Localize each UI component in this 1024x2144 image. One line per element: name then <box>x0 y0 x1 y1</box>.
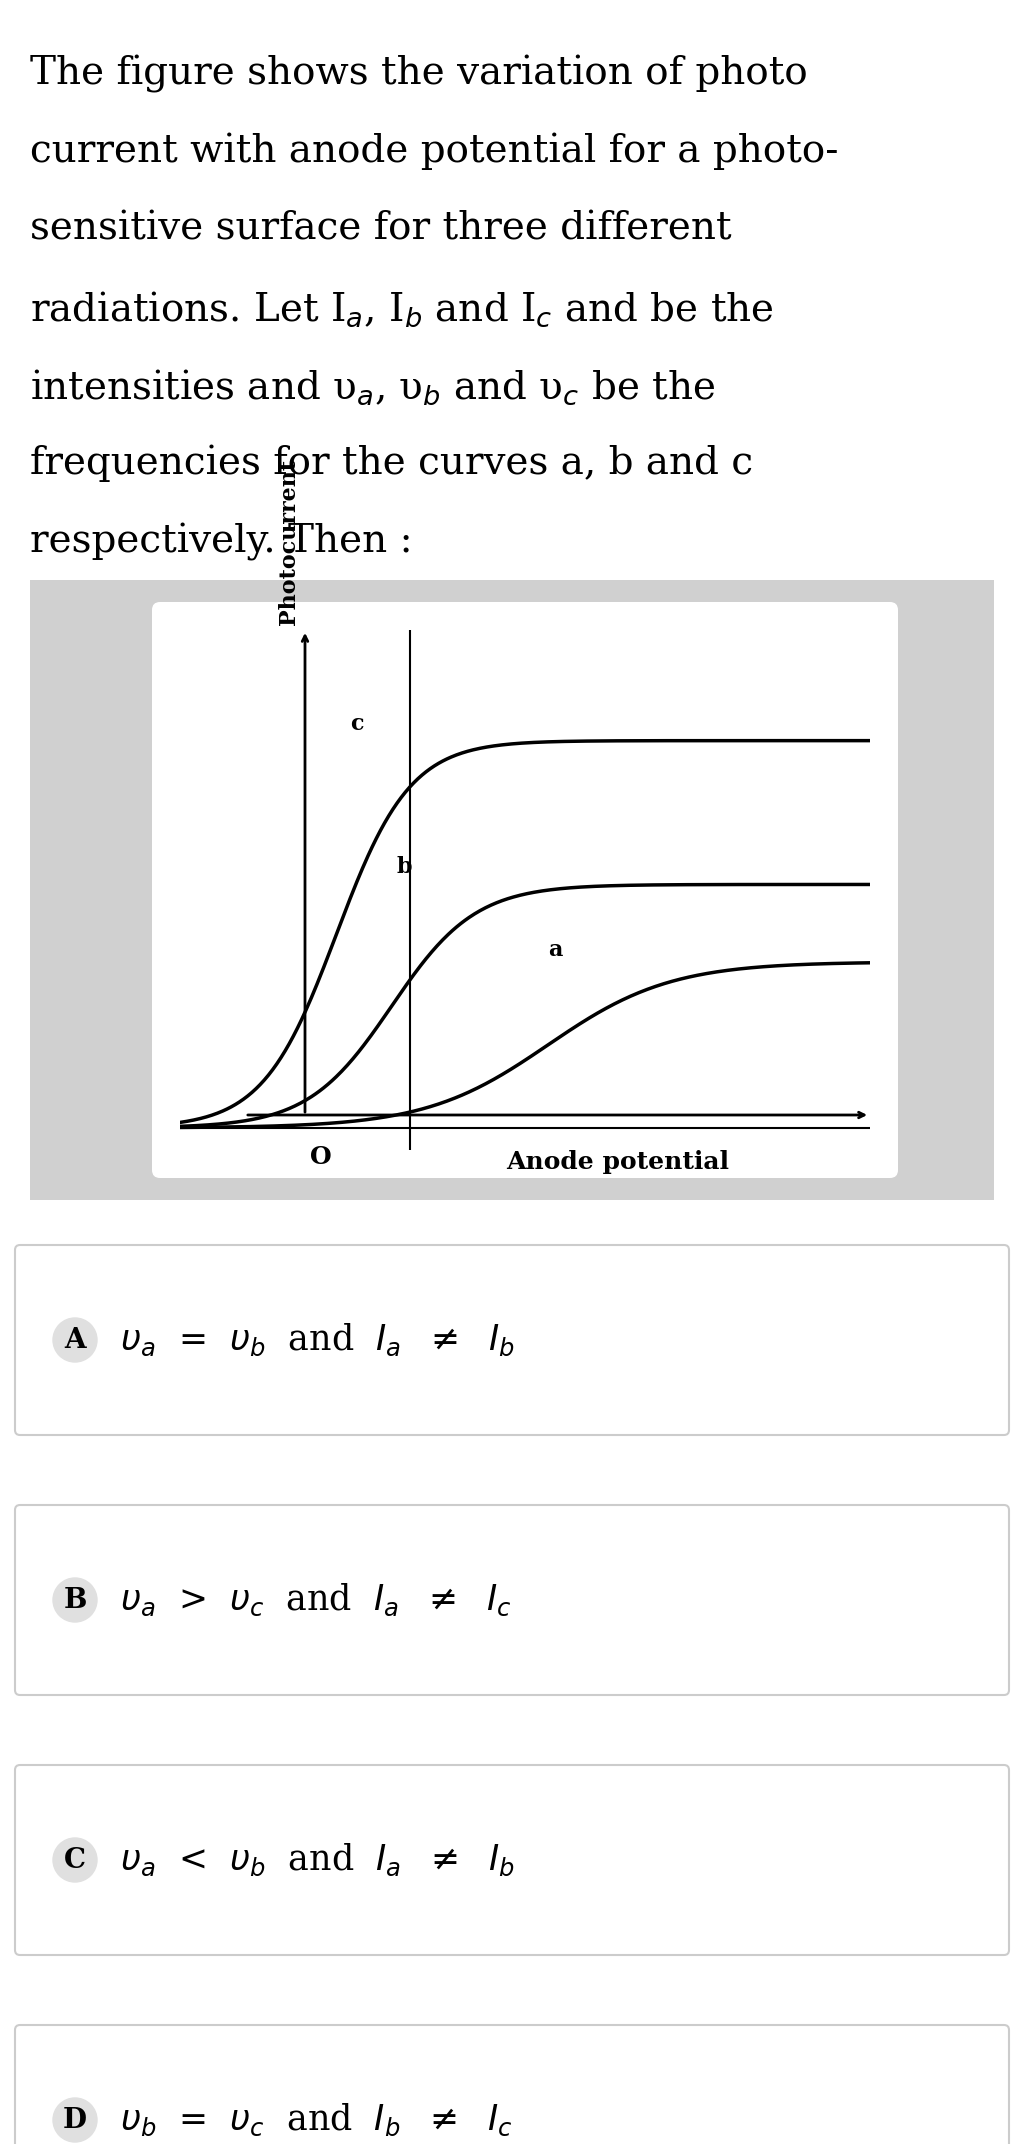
Text: C: C <box>63 1846 86 1874</box>
Text: c: c <box>350 712 364 735</box>
Text: current with anode potential for a photo-: current with anode potential for a photo… <box>30 133 839 172</box>
Text: O: O <box>310 1145 332 1168</box>
FancyBboxPatch shape <box>15 2024 1009 2144</box>
Text: The figure shows the variation of photo: The figure shows the variation of photo <box>30 56 808 92</box>
Text: $\upsilon_a$  >  $\upsilon_c$  and  $I_a$  $\neq$  $I_c$: $\upsilon_a$ > $\upsilon_c$ and $I_a$ $\… <box>120 1582 512 1619</box>
Text: radiations. Let I$_a$, I$_b$ and I$_c$ and be the: radiations. Let I$_a$, I$_b$ and I$_c$ a… <box>30 289 774 328</box>
FancyBboxPatch shape <box>15 1246 1009 1434</box>
Text: A: A <box>65 1327 86 1353</box>
Text: D: D <box>63 2108 87 2133</box>
Circle shape <box>53 1319 97 1361</box>
Text: a: a <box>548 939 562 961</box>
FancyBboxPatch shape <box>15 1765 1009 1955</box>
Text: respectively. Then :: respectively. Then : <box>30 523 413 562</box>
Circle shape <box>53 2099 97 2142</box>
Circle shape <box>53 1578 97 1623</box>
Text: $\upsilon_a$  =  $\upsilon_b$  and  $I_a$  $\neq$  $I_b$: $\upsilon_a$ = $\upsilon_b$ and $I_a$ $\… <box>120 1323 515 1357</box>
Text: frequencies for the curves a, b and c: frequencies for the curves a, b and c <box>30 446 753 482</box>
Circle shape <box>53 1837 97 1882</box>
Text: Anode potential: Anode potential <box>506 1149 729 1175</box>
Text: Photocurrent: Photocurrent <box>278 459 300 626</box>
Text: intensities and υ$_a$, υ$_b$ and υ$_c$ be the: intensities and υ$_a$, υ$_b$ and υ$_c$ b… <box>30 367 715 407</box>
Text: sensitive surface for three different: sensitive surface for three different <box>30 210 731 249</box>
Text: B: B <box>63 1587 87 1614</box>
Text: $\upsilon_a$  <  $\upsilon_b$  and  $I_a$  $\neq$  $I_b$: $\upsilon_a$ < $\upsilon_b$ and $I_a$ $\… <box>120 1842 515 1878</box>
Text: b: b <box>396 855 412 879</box>
Text: $\upsilon_b$  =  $\upsilon_c$  and  $I_b$  $\neq$  $I_c$: $\upsilon_b$ = $\upsilon_c$ and $I_b$ $\… <box>120 2101 513 2138</box>
FancyBboxPatch shape <box>152 602 898 1177</box>
FancyBboxPatch shape <box>15 1505 1009 1696</box>
FancyBboxPatch shape <box>30 581 994 1201</box>
